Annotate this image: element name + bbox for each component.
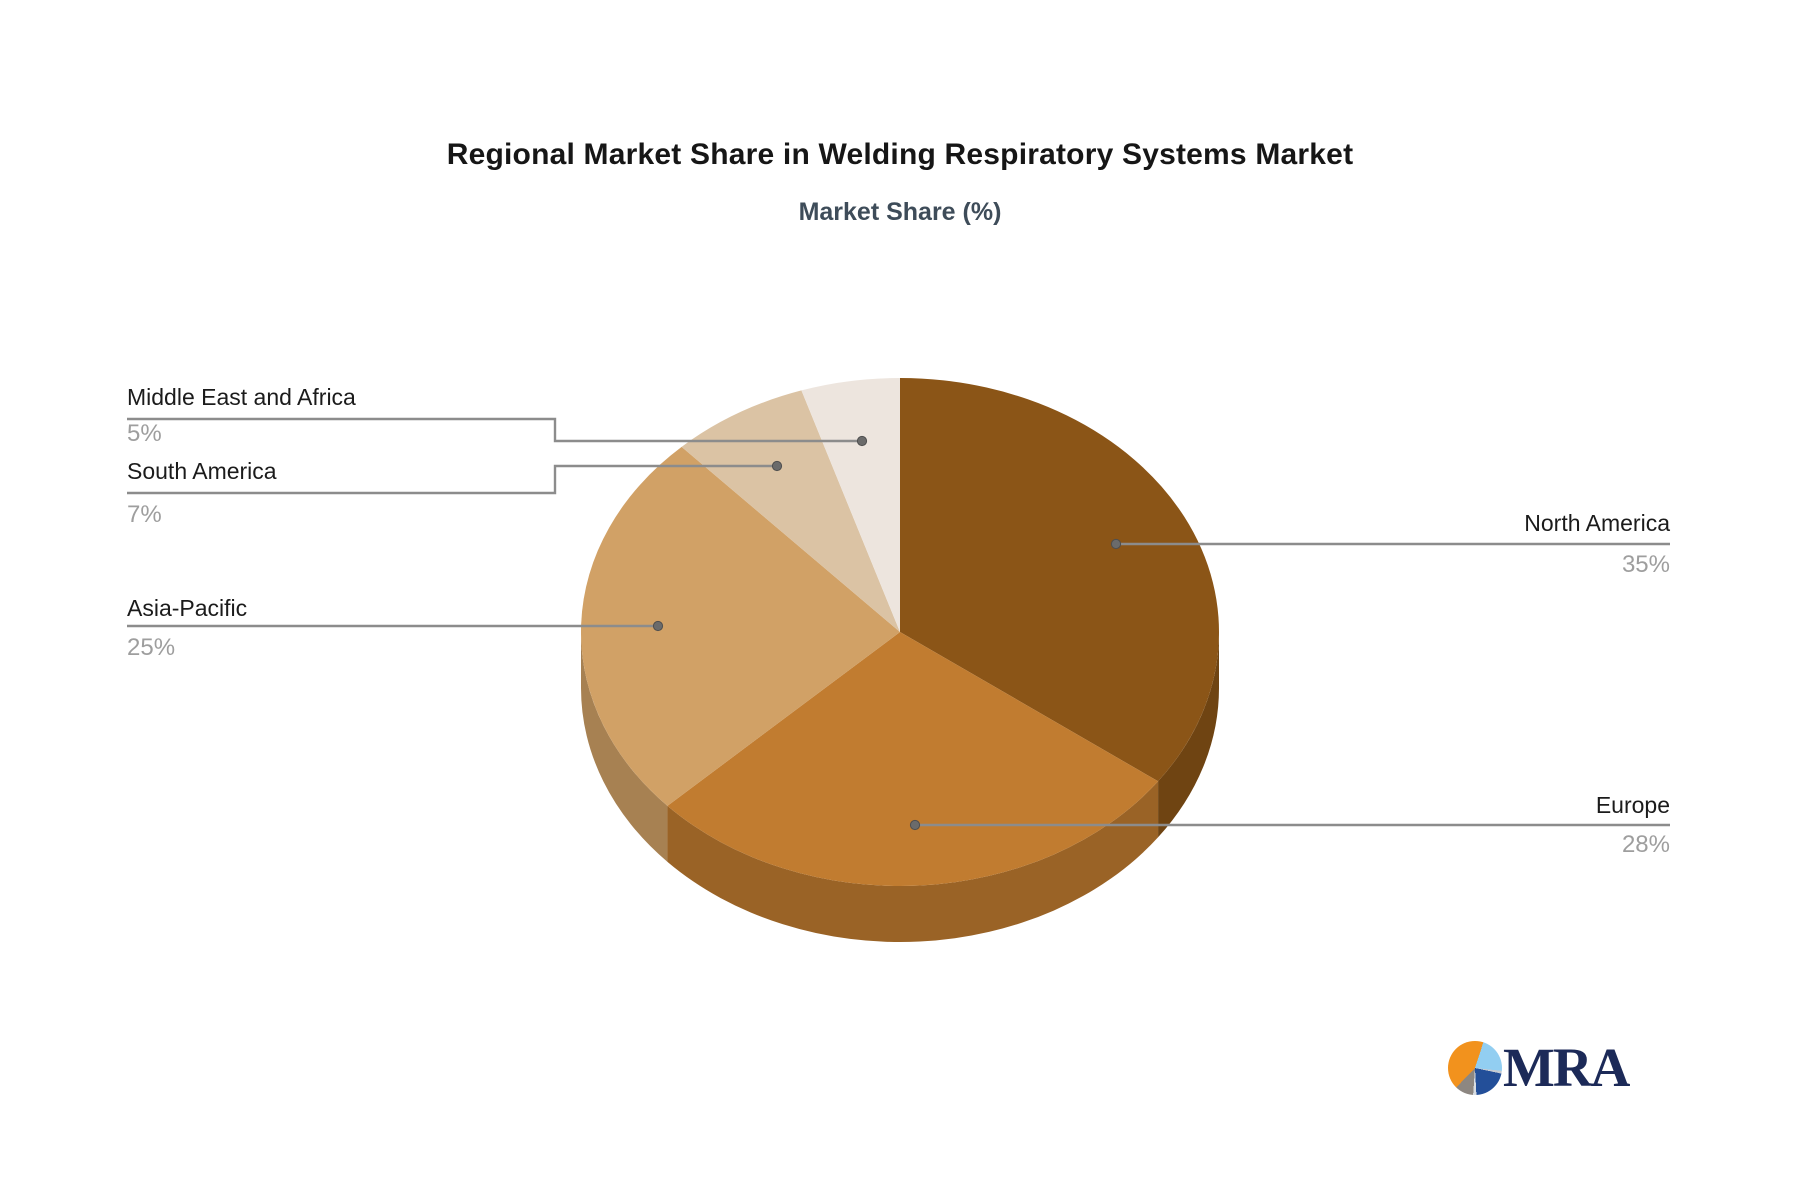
pie-slice-side-north-america: [1158, 632, 1219, 838]
slice-pct-europe: 28%: [1621, 831, 1670, 858]
slice-label-south-america: South America: [127, 458, 277, 484]
slice-pct-north-america: 35%: [1621, 551, 1670, 578]
pie-slice-asia-pacific[interactable]: [581, 446, 900, 806]
slice-pct-middle-east-and-africa: 5%: [127, 420, 162, 447]
leader-dot-north-america: [1110, 538, 1122, 550]
slice-pct-south-america: 7%: [127, 501, 162, 528]
leader-line-middle-east-and-africa: [127, 417, 862, 443]
chart-subtitle: Market Share (%): [798, 198, 1002, 226]
slice-label-europe: Europe: [1595, 792, 1670, 818]
slice-label-middle-east-and-africa: Middle East and Africa: [127, 384, 356, 410]
slice-label-north-america: North America: [1524, 510, 1670, 536]
pie-slice-side-asia-pacific: [581, 632, 668, 862]
leader-dot-europe: [909, 819, 921, 831]
leader-line-south-america: [127, 464, 777, 495]
pie-slice-north-america[interactable]: [900, 378, 1219, 782]
slice-pct-asia-pacific: 25%: [127, 634, 176, 661]
pie-slice-side-europe: [667, 781, 1159, 943]
mra-logo-pie-icon: [1448, 1041, 1502, 1095]
leader-dot-middle-east-and-africa: [856, 435, 868, 447]
leader-dot-south-america: [771, 460, 783, 472]
pie-slice-south-america[interactable]: [681, 390, 900, 632]
pie-slice-europe[interactable]: [667, 632, 1159, 886]
slice-label-asia-pacific: Asia-Pacific: [127, 595, 248, 621]
mra-logo: MRA: [1448, 1037, 1630, 1098]
leader-dot-asia-pacific: [652, 620, 664, 632]
mra-logo-text: MRA: [1503, 1037, 1630, 1098]
chart-title: Regional Market Share in Welding Respira…: [446, 138, 1354, 171]
